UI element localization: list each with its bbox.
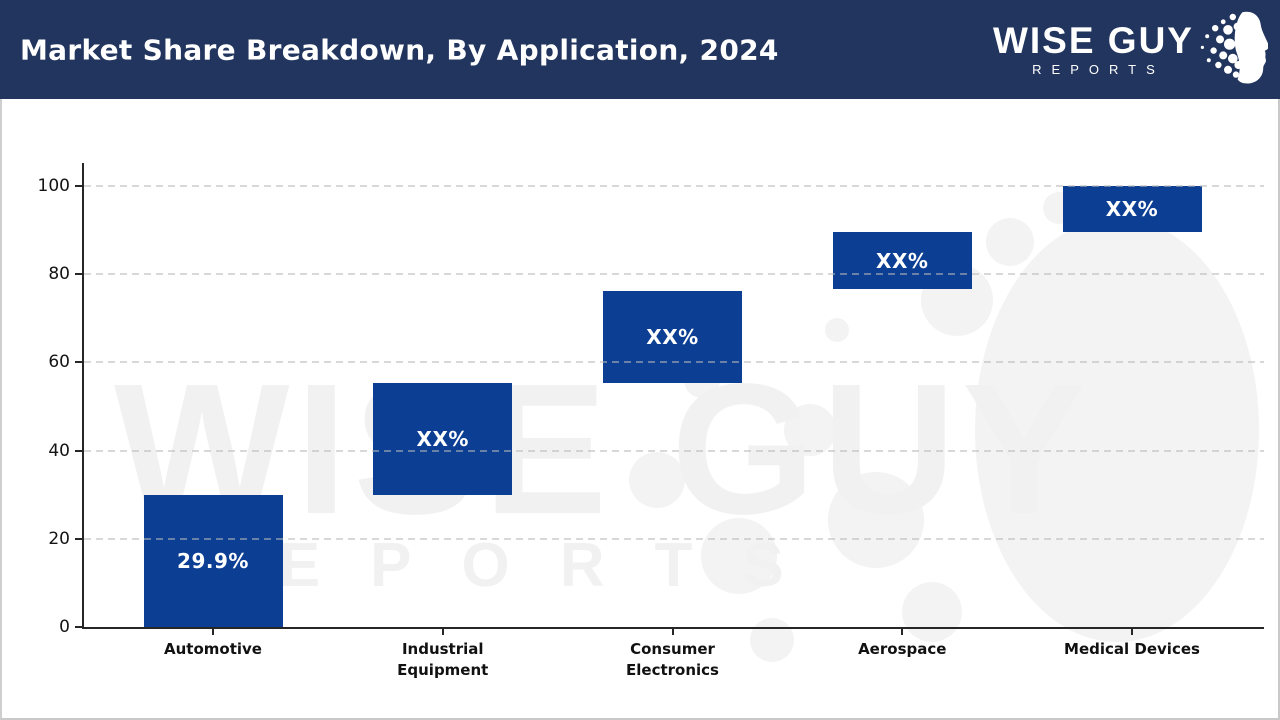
y-tick-label: 80 <box>48 264 70 285</box>
bar-value-label: XX% <box>1105 196 1159 221</box>
gridline <box>84 449 1264 452</box>
y-tick-label: 100 <box>37 176 70 196</box>
bar-consumer: XX% <box>603 291 742 383</box>
x-tick-mark <box>901 629 904 635</box>
x-tick-label: Aerospace <box>858 640 947 658</box>
logo-wordmark: WISE GUY <box>992 19 1194 61</box>
x-tick-mark <box>671 629 674 635</box>
y-tick-label: 20 <box>48 528 70 549</box>
gridline <box>84 273 1264 276</box>
bar-value-label: XX% <box>646 325 699 350</box>
y-tick-label: 40 <box>48 440 70 461</box>
chart-canvas: WISE GUY REPORTS 0 20 40 60 80 100 29.9% Automo… <box>0 99 1280 720</box>
bar-value-label: XX% <box>416 427 469 452</box>
bar-medical devices: XX% <box>1062 186 1202 232</box>
x-tick-mark <box>1131 629 1133 635</box>
gridline <box>84 361 1264 364</box>
logo-text: WISE GUY REPORTS <box>992 19 1194 78</box>
x-tick-label: Consumer Electronics <box>626 640 719 679</box>
y-tick-mark <box>75 185 82 187</box>
x-tick-label: Medical Devices <box>1064 640 1200 658</box>
gridline <box>84 185 1264 187</box>
x-axis-line <box>82 627 1264 629</box>
y-axis-line <box>82 163 84 629</box>
bar-value-label: XX% <box>876 248 929 273</box>
y-tick-mark <box>75 449 82 452</box>
dotted-head-icon <box>1200 11 1268 84</box>
y-tick-mark <box>75 273 82 276</box>
bar-automotive: 29.9% <box>143 495 283 627</box>
x-tick-label: Industrial Equipment <box>397 640 489 679</box>
y-tick-mark <box>75 626 82 628</box>
y-tick-label: 60 <box>48 352 70 373</box>
gridline <box>84 537 1264 540</box>
y-tick-mark <box>75 361 82 364</box>
bar-value-label: 29.9% <box>177 549 249 574</box>
bar-industrial: XX% <box>373 383 513 496</box>
page-title: Market Share Breakdown, By Application, … <box>20 33 779 66</box>
logo-subtitle: REPORTS <box>1032 62 1165 78</box>
bar-aerospace: XX% <box>832 231 972 290</box>
wise-guy-logo: WISE GUY REPORTS <box>993 7 1268 91</box>
x-tick-mark <box>441 629 444 635</box>
header-banner: Market Share Breakdown, By Application, … <box>0 0 1280 99</box>
y-tick-mark <box>75 537 82 540</box>
y-tick-label: 0 <box>59 617 70 637</box>
x-tick-label: Automotive <box>164 640 262 658</box>
watermark-subtitle: REPORTS <box>184 531 834 600</box>
x-tick-mark <box>212 629 214 635</box>
